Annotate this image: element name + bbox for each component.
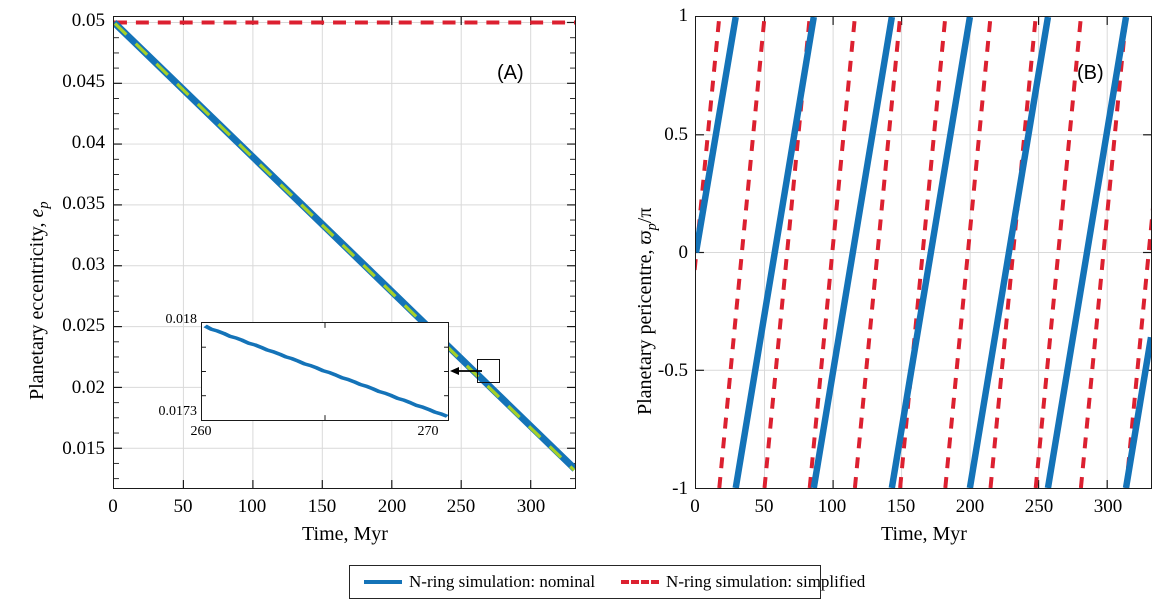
panel-b-y-axis-subscript: p [644,223,660,231]
panel-a-minor-ticks [114,37,575,480]
panel-b-xtick-250: 250 [1024,496,1054,517]
panel-b: Planetary pericentre, ϖp/π [600,0,1169,555]
panel-b-x-axis-label: Time, Myr [881,523,967,545]
panel-a-inset-canvas [202,323,448,420]
panel-b-gridlines [696,17,1151,488]
panel-a-xtick-200: 200 [377,496,407,517]
panel-b-series-nominal [696,17,1151,488]
panel-a-tag: (A) [497,62,524,84]
panel-b-ytick--0.5: -0.5 [657,360,688,381]
panel-a-ytick-0.015: 0.015 [62,438,105,459]
legend-label-nominal: N-ring simulation: nominal [409,572,596,591]
panel-a-inset-ytick-top: 0.018 [165,312,198,327]
panel-b-tag: (B) [1077,62,1104,84]
panel-a-ytick-0.02: 0.02 [71,377,105,398]
panel-b-y-axis-label: Planetary pericentre, ϖp/π [634,208,661,415]
legend-item-simplified[interactable]: N-ring simulation: simplified [621,572,865,592]
panel-b-ytick-1: 1 [678,5,689,26]
legend-swatch-solid-line-icon [364,580,402,584]
panel-a-ytick-0.03: 0.03 [71,254,105,275]
panel-b-y-axis-label-text: Planetary pericentre, [634,244,656,415]
legend: N-ring simulation: nominal N-ring simula… [349,565,865,599]
panel-a-xtick-100: 100 [237,496,267,517]
panel-a-ytick-0.035: 0.035 [62,193,105,214]
panel-a-inset [201,322,449,421]
panel-b-xtick-150: 150 [886,496,916,517]
legend-swatch-dashed-line-icon [621,580,660,584]
legend-label-simplified: N-ring simulation: simplified [666,572,866,591]
panel-b-xtick-100: 100 [817,496,847,517]
panel-a-y-axis-label-text: Planetary eccentricity, [26,217,48,401]
panel-a-canvas [114,17,575,488]
panel-b-xtick-300: 300 [1093,496,1123,517]
panel-a-inset-xtick-260: 260 [190,424,212,439]
panel-b-xtick-0: 0 [690,496,700,517]
panel-a-ytick-0.025: 0.025 [62,315,105,336]
panel-b-ytick-0.5: 0.5 [664,124,688,145]
panel-b-canvas [696,17,1151,488]
panel-b-ytick-0: 0 [678,242,689,263]
panel-a-xtick-150: 150 [307,496,337,517]
panel-a-ytick-0.045: 0.045 [62,71,105,92]
panel-a-ytick-0.04: 0.04 [71,132,105,153]
panel-a-ytick-0.05: 0.05 [71,10,105,31]
panel-a-inset-ytick-bottom: 0.0173 [158,404,198,419]
panel-b-xtick-50: 50 [754,496,774,517]
panel-a-y-axis-label: Planetary eccentricity, ep [26,201,53,400]
panel-a-xtick-300: 300 [516,496,546,517]
panel-a-xtick-0: 0 [108,496,118,517]
panel-a-inset-series-nominal [203,324,448,418]
panel-a: Planetary eccentricity, ep [0,0,600,555]
panel-a-x-axis-label: Time, Myr [302,523,388,545]
panel-a-zoom-arrow [450,367,482,375]
panel-b-y-axis-suffix: /π [634,207,656,224]
panel-a-xtick-250: 250 [446,496,476,517]
panel-b-ytick--1: -1 [672,478,688,499]
panel-a-inset-xtick-270: 270 [417,424,439,439]
panel-a-inset-ticks [202,323,448,420]
legend-item-nominal[interactable]: N-ring simulation: nominal [364,572,595,592]
panel-b-xtick-200: 200 [955,496,985,517]
panel-b-plot-area [695,16,1152,489]
panel-a-xtick-50: 50 [173,496,193,517]
panel-a-series-overlay [114,22,575,472]
